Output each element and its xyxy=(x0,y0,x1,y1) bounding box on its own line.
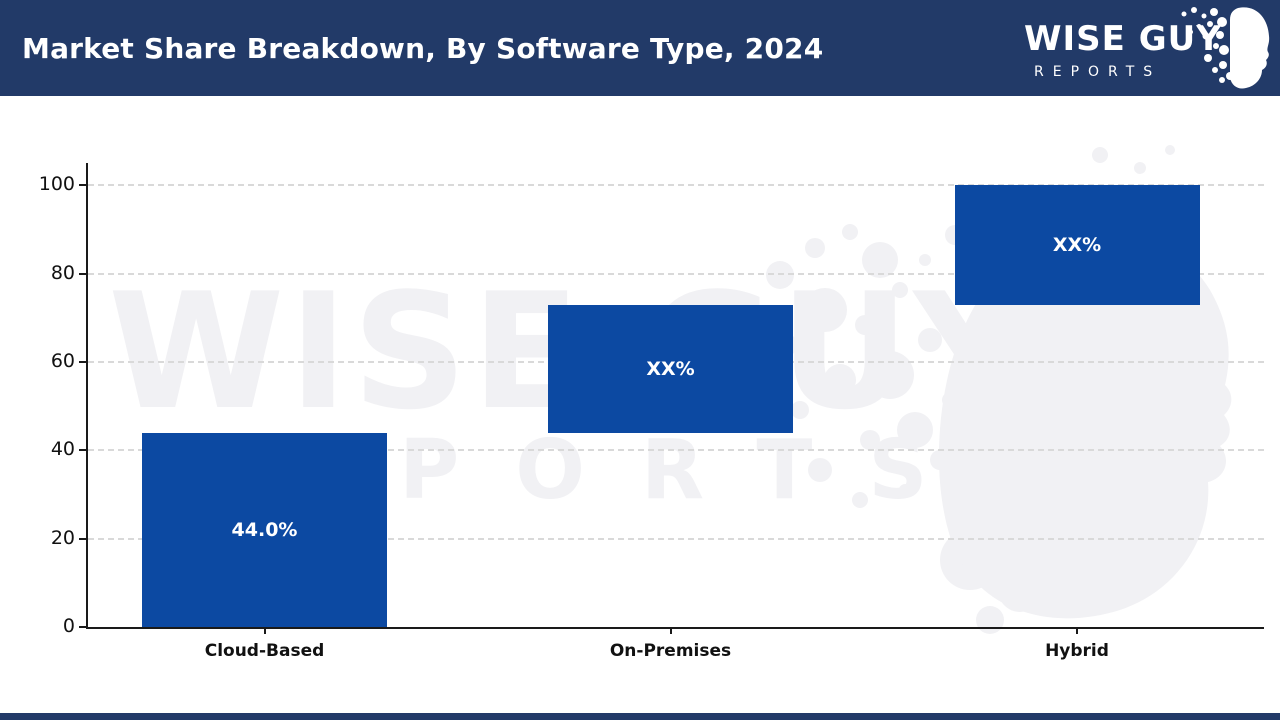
x-tick-mark xyxy=(1076,628,1078,634)
y-tick-mark xyxy=(79,626,87,628)
y-tick-label: 100 xyxy=(38,173,75,196)
gridline xyxy=(88,537,1264,540)
gridline xyxy=(88,184,1264,187)
category-label-cloud-based: Cloud-Based xyxy=(204,641,325,661)
y-tick-mark xyxy=(79,537,87,540)
category-label-hybrid: Hybrid xyxy=(1045,641,1109,661)
header-band: Market Share Breakdown, By Software Type… xyxy=(0,0,1280,96)
bar-value-label: XX% xyxy=(1052,233,1102,256)
y-tick-label: 20 xyxy=(50,526,75,549)
logo-face-silhouette xyxy=(1230,7,1270,89)
bar-cloud-based: 44.0% xyxy=(142,432,387,627)
x-axis-line xyxy=(86,627,1264,629)
bar-value-label: 44.0% xyxy=(231,518,298,541)
bar-value-label: XX% xyxy=(646,357,695,380)
y-tick-label: 80 xyxy=(50,261,75,284)
y-tick-mark xyxy=(79,360,87,363)
logo-brand-text: WISE GUY xyxy=(1024,19,1222,59)
x-tick-mark xyxy=(669,628,672,634)
y-tick-label: 60 xyxy=(50,349,75,372)
y-tick-mark xyxy=(79,449,87,452)
gridline xyxy=(88,272,1264,275)
y-axis-line xyxy=(86,163,88,629)
gridline xyxy=(88,449,1264,452)
bar-on-premises: XX% xyxy=(548,304,793,433)
page-title: Market Share Breakdown, By Software Type… xyxy=(22,31,824,65)
footer-band xyxy=(0,713,1280,720)
y-tick-mark xyxy=(79,184,87,187)
bar-hybrid: XX% xyxy=(954,185,1200,305)
logo-dots xyxy=(1181,7,1234,83)
category-label-on-premises: On-Premises xyxy=(609,641,732,661)
x-tick-mark xyxy=(263,628,266,634)
wise-guy-reports-logo: WISE GUY REPORTS xyxy=(1018,2,1270,94)
logo-sub-text: REPORTS xyxy=(1034,64,1161,80)
y-tick-label: 40 xyxy=(50,438,75,461)
watermark-face-graphic xyxy=(766,145,1232,634)
logo-graphic: WISE GUY REPORTS xyxy=(1024,7,1270,89)
y-tick-label: 0 xyxy=(62,615,75,637)
y-tick-mark xyxy=(79,272,87,275)
